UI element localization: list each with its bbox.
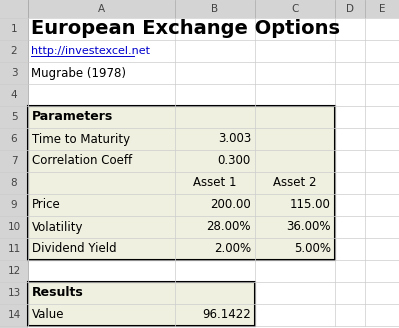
Text: 28.00%: 28.00% xyxy=(207,220,251,234)
Text: 7: 7 xyxy=(11,156,17,166)
Text: 0.300: 0.300 xyxy=(218,154,251,168)
Text: 14: 14 xyxy=(7,310,21,320)
Text: A: A xyxy=(98,4,105,14)
Text: Results: Results xyxy=(32,286,84,299)
Text: Value: Value xyxy=(32,309,65,321)
Text: http://investexcel.net: http://investexcel.net xyxy=(31,46,150,56)
Text: Mugrabe (1978): Mugrabe (1978) xyxy=(31,67,126,79)
Text: Dividend Yield: Dividend Yield xyxy=(32,242,117,256)
Text: 3.003: 3.003 xyxy=(218,133,251,146)
Text: Asset 2: Asset 2 xyxy=(273,176,317,190)
Text: 12: 12 xyxy=(7,266,21,276)
Text: B: B xyxy=(211,4,219,14)
Text: 6: 6 xyxy=(11,134,17,144)
Text: Parameters: Parameters xyxy=(32,111,113,124)
Text: Price: Price xyxy=(32,198,61,212)
Text: Volatility: Volatility xyxy=(32,220,83,234)
Text: C: C xyxy=(291,4,299,14)
Text: European Exchange Options: European Exchange Options xyxy=(31,19,340,38)
Text: Correlation Coeff: Correlation Coeff xyxy=(32,154,132,168)
Text: Asset 1: Asset 1 xyxy=(193,176,237,190)
Bar xyxy=(0,0,28,328)
Text: 2: 2 xyxy=(11,46,17,56)
Text: 1: 1 xyxy=(11,24,17,34)
Text: 4: 4 xyxy=(11,90,17,100)
Text: D: D xyxy=(346,4,354,14)
Text: 9: 9 xyxy=(11,200,17,210)
Text: 200.00: 200.00 xyxy=(210,198,251,212)
Text: 3: 3 xyxy=(11,68,17,78)
Text: 8: 8 xyxy=(11,178,17,188)
Bar xyxy=(28,282,255,326)
Bar xyxy=(28,106,335,260)
Text: 13: 13 xyxy=(7,288,21,298)
Text: Time to Maturity: Time to Maturity xyxy=(32,133,130,146)
Text: 115.00: 115.00 xyxy=(290,198,331,212)
Text: 5.00%: 5.00% xyxy=(294,242,331,256)
Bar xyxy=(0,0,399,18)
Text: E: E xyxy=(379,4,385,14)
Text: 11: 11 xyxy=(7,244,21,254)
Text: 96.1422: 96.1422 xyxy=(202,309,251,321)
Text: 36.00%: 36.00% xyxy=(286,220,331,234)
Text: 10: 10 xyxy=(8,222,21,232)
Text: 2.00%: 2.00% xyxy=(214,242,251,256)
Text: 5: 5 xyxy=(11,112,17,122)
